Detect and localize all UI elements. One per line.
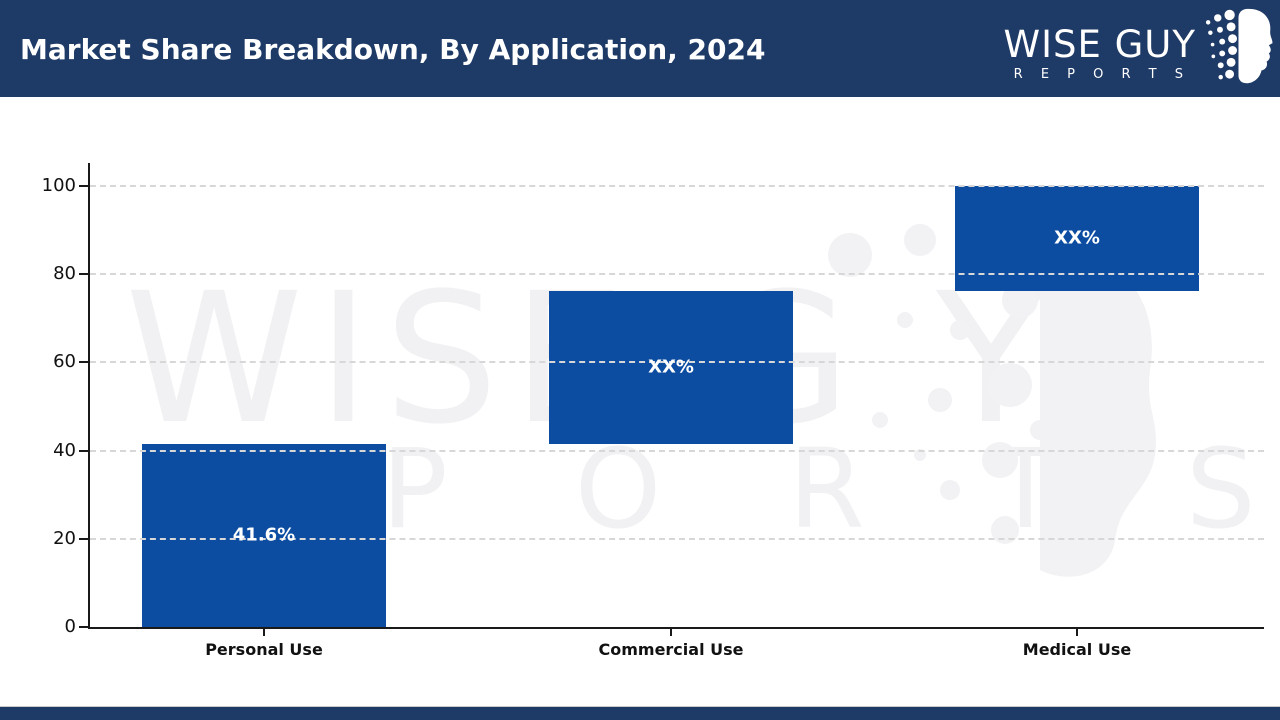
x-axis-category-label: Commercial Use xyxy=(598,640,744,659)
y-axis-tick-mark xyxy=(79,537,88,540)
x-axis-tick-mark xyxy=(1076,629,1078,636)
bar-value-label: 41.6% xyxy=(232,524,296,546)
x-axis-tick-mark xyxy=(670,629,672,636)
footer-bar xyxy=(0,706,1280,720)
logo-wordmark: WISE GUY xyxy=(1003,23,1196,66)
bar-commercial-use xyxy=(549,290,793,444)
gridline-y60 xyxy=(90,361,1264,364)
y-axis-tick-label: 0 xyxy=(64,616,76,637)
logo-subtext: R E P O R T S xyxy=(1013,67,1190,82)
gridline-y40 xyxy=(90,449,1264,452)
logo-face-icon xyxy=(1205,8,1273,84)
bar-value-label: XX% xyxy=(1054,227,1100,249)
y-axis-tick-label: 20 xyxy=(53,527,76,549)
y-axis-tick-mark xyxy=(79,361,88,364)
y-axis-tick-label: 100 xyxy=(41,175,76,196)
gridline-y80 xyxy=(90,273,1264,276)
bar-value-label: XX% xyxy=(648,356,694,378)
x-axis-category-label: Personal Use xyxy=(205,640,323,659)
gridline-y20 xyxy=(90,537,1264,540)
y-axis-tick-mark xyxy=(79,185,88,187)
wise-guy-reports-logo: WISE GUY R E P O R T S xyxy=(974,5,1274,93)
page-title: Market Share Breakdown, By Application, … xyxy=(20,33,766,66)
x-axis-tick-mark xyxy=(263,629,265,636)
header-bar: Market Share Breakdown, By Application, … xyxy=(0,0,1280,97)
x-axis-category-label: Medical Use xyxy=(1022,640,1132,659)
y-axis-tick-label: 40 xyxy=(53,439,76,461)
gridline-y100 xyxy=(90,185,1264,187)
y-axis-tick-mark xyxy=(79,626,88,628)
y-axis-tick-label: 80 xyxy=(53,263,76,285)
y-axis-tick-mark xyxy=(79,449,88,452)
bar-personal-use xyxy=(142,443,386,627)
y-axis-tick-mark xyxy=(79,273,88,276)
y-axis-tick-label: 60 xyxy=(53,351,76,373)
chart-plot-area xyxy=(88,163,1264,629)
